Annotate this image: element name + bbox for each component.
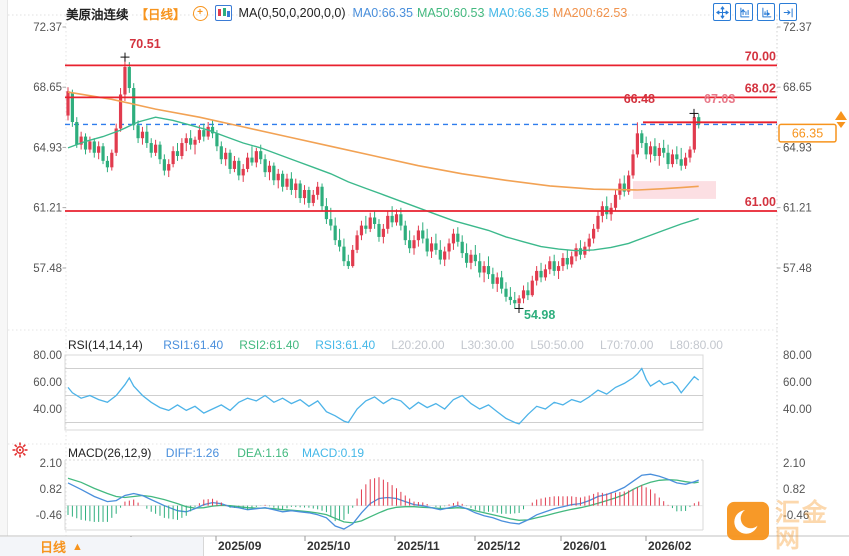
chart-header: 美原油连续 【日线】 + MA(0,50,0,200,0,0) MA0:66.3… [66, 3, 631, 23]
huijin-logo-icon [727, 501, 770, 541]
axis-scale-right-icon[interactable] [757, 3, 775, 21]
arrow-up-icon: ▲ [72, 540, 83, 553]
month-label-5: 2026/01 [563, 539, 607, 553]
svg-text:40.00: 40.00 [33, 404, 62, 416]
dea-line [67, 477, 699, 524]
rsi-header-item-3: RSI3:61.40 [315, 338, 375, 352]
svg-text:2.10: 2.10 [40, 458, 62, 470]
symbol-title: 美原油连续 [66, 7, 129, 22]
svg-text:72.37: 72.37 [33, 22, 62, 34]
svg-text:80.00: 80.00 [783, 350, 812, 362]
svg-text:72.37: 72.37 [783, 22, 812, 34]
rsi-header-item-4: L20:20.00 [391, 338, 445, 352]
svg-text:68.02: 68.02 [745, 81, 776, 95]
price-annotations: 70.51 66.48 67.03 54.98 [120, 37, 735, 322]
month-label-1: 2025/09 [218, 539, 262, 553]
rsi-header-item-1: RSI1:61.40 [163, 338, 223, 352]
rsi-header-item-5: L30:30.00 [461, 338, 515, 352]
axis-scale-left-icon[interactable] [735, 3, 753, 21]
svg-text:64.93: 64.93 [783, 142, 812, 154]
ma-values: MA0:66.35 MA50:60.53 MA0:66.35 MA200:62.53 [353, 6, 632, 20]
svg-text:70.51: 70.51 [129, 37, 160, 51]
chart-frame [8, 14, 780, 536]
ma-settings-label[interactable]: MA(0,50,0,200,0,0) [238, 6, 346, 20]
go-to-latest-icon[interactable] [779, 3, 797, 21]
svg-text:68.65: 68.65 [783, 82, 812, 94]
svg-text:70.00: 70.00 [745, 49, 776, 63]
move-icon[interactable] [713, 3, 731, 21]
candlestick-chart-icon[interactable] [214, 5, 232, 21]
svg-text:61.21: 61.21 [33, 203, 62, 215]
ma200-line [67, 91, 699, 191]
svg-text:60.00: 60.00 [33, 377, 62, 389]
macd-header-item-1: DIFF:1.26 [166, 446, 220, 460]
ma-value-1: MA50:60.53 [417, 6, 485, 20]
candlestick-series [66, 57, 701, 309]
level-lines[interactable]: 70.00 68.02 61.00 [65, 49, 777, 212]
macd-header-item-3: MACD:0.19 [302, 446, 364, 460]
svg-text:54.98: 54.98 [524, 308, 555, 322]
period-tab-label: 日线 [40, 540, 67, 555]
rsi-header-item-2: RSI2:61.40 [239, 338, 299, 352]
svg-text:61.00: 61.00 [745, 195, 776, 209]
svg-text:0.82: 0.82 [783, 484, 805, 496]
rsi-header-item-7: L70:70.00 [600, 338, 654, 352]
svg-text:2.10: 2.10 [783, 458, 805, 470]
svg-text:-0.46: -0.46 [783, 510, 809, 522]
svg-text:66.48: 66.48 [624, 92, 655, 106]
ma-value-3: MA200:62.53 [552, 6, 628, 20]
highlight-zone [633, 181, 716, 199]
left-edge-strip [0, 0, 8, 536]
expand-icon[interactable]: + [192, 5, 208, 21]
current-price-tag[interactable]: 66.35 [778, 111, 847, 143]
svg-text:0.82: 0.82 [40, 484, 62, 496]
rsi-header-item-0: RSI(14,14,14) [68, 338, 143, 352]
month-label-2: 2025/10 [307, 539, 351, 553]
svg-text:-0.46: -0.46 [36, 510, 62, 522]
month-label-3: 2025/11 [397, 539, 440, 553]
ma50-line [67, 116, 699, 252]
macd-histogram [67, 477, 700, 522]
svg-text:66.35: 66.35 [792, 126, 823, 140]
macd-panel: 2.10 2.10 0.82 0.82 -0.46 -0.46 MACD(26,12,9) D… [36, 446, 809, 531]
ma-value-2: MA0:66.35 [488, 6, 549, 20]
watermark-logo: 汇金网 www.gold678.com [727, 500, 849, 556]
chart-toolbar [713, 3, 797, 21]
watermark-url: www.gold678.com [775, 554, 849, 556]
price-axis-labels: 72.37 72.37 68.65 68.65 64.93 64.93 61.21 61.21… [33, 22, 812, 275]
svg-text:67.03: 67.03 [704, 92, 735, 106]
macd-header-item-2: DEA:1.16 [237, 446, 289, 460]
period-selector-tab[interactable]: 日线 ▲ [0, 537, 204, 556]
month-label-4: 2025/12 [477, 539, 521, 553]
watermark-name: 汇金网 [775, 499, 830, 553]
month-label-6: 2026/02 [648, 539, 692, 553]
svg-text:68.65: 68.65 [33, 82, 62, 94]
svg-text:60.00: 60.00 [783, 377, 812, 389]
svg-text:61.21: 61.21 [783, 203, 812, 215]
rsi-panel: 80.00 80.00 60.00 60.00 40.00 40.00 RSI(14,14,… [33, 338, 812, 431]
indicator-settings-icon[interactable] [12, 442, 28, 458]
rsi-header-item-8: L80:80.00 [670, 338, 724, 352]
ma-value-0: MA0:66.35 [352, 6, 414, 20]
rsi-line [67, 367, 700, 425]
macd-header-item-0: MACD(26,12,9) [68, 446, 151, 460]
svg-text:57.48: 57.48 [783, 263, 812, 275]
svg-text:40.00: 40.00 [783, 404, 812, 416]
svg-text:64.93: 64.93 [33, 142, 62, 154]
rsi-header-item-6: L50:50.00 [530, 338, 584, 352]
svg-text:57.48: 57.48 [33, 263, 62, 275]
svg-text:80.00: 80.00 [33, 350, 62, 362]
period-tag-label[interactable]: 【日线】 [135, 7, 186, 22]
time-axis[interactable]: 2025/082025/092025/102025/112025/122026/… [0, 535, 849, 553]
